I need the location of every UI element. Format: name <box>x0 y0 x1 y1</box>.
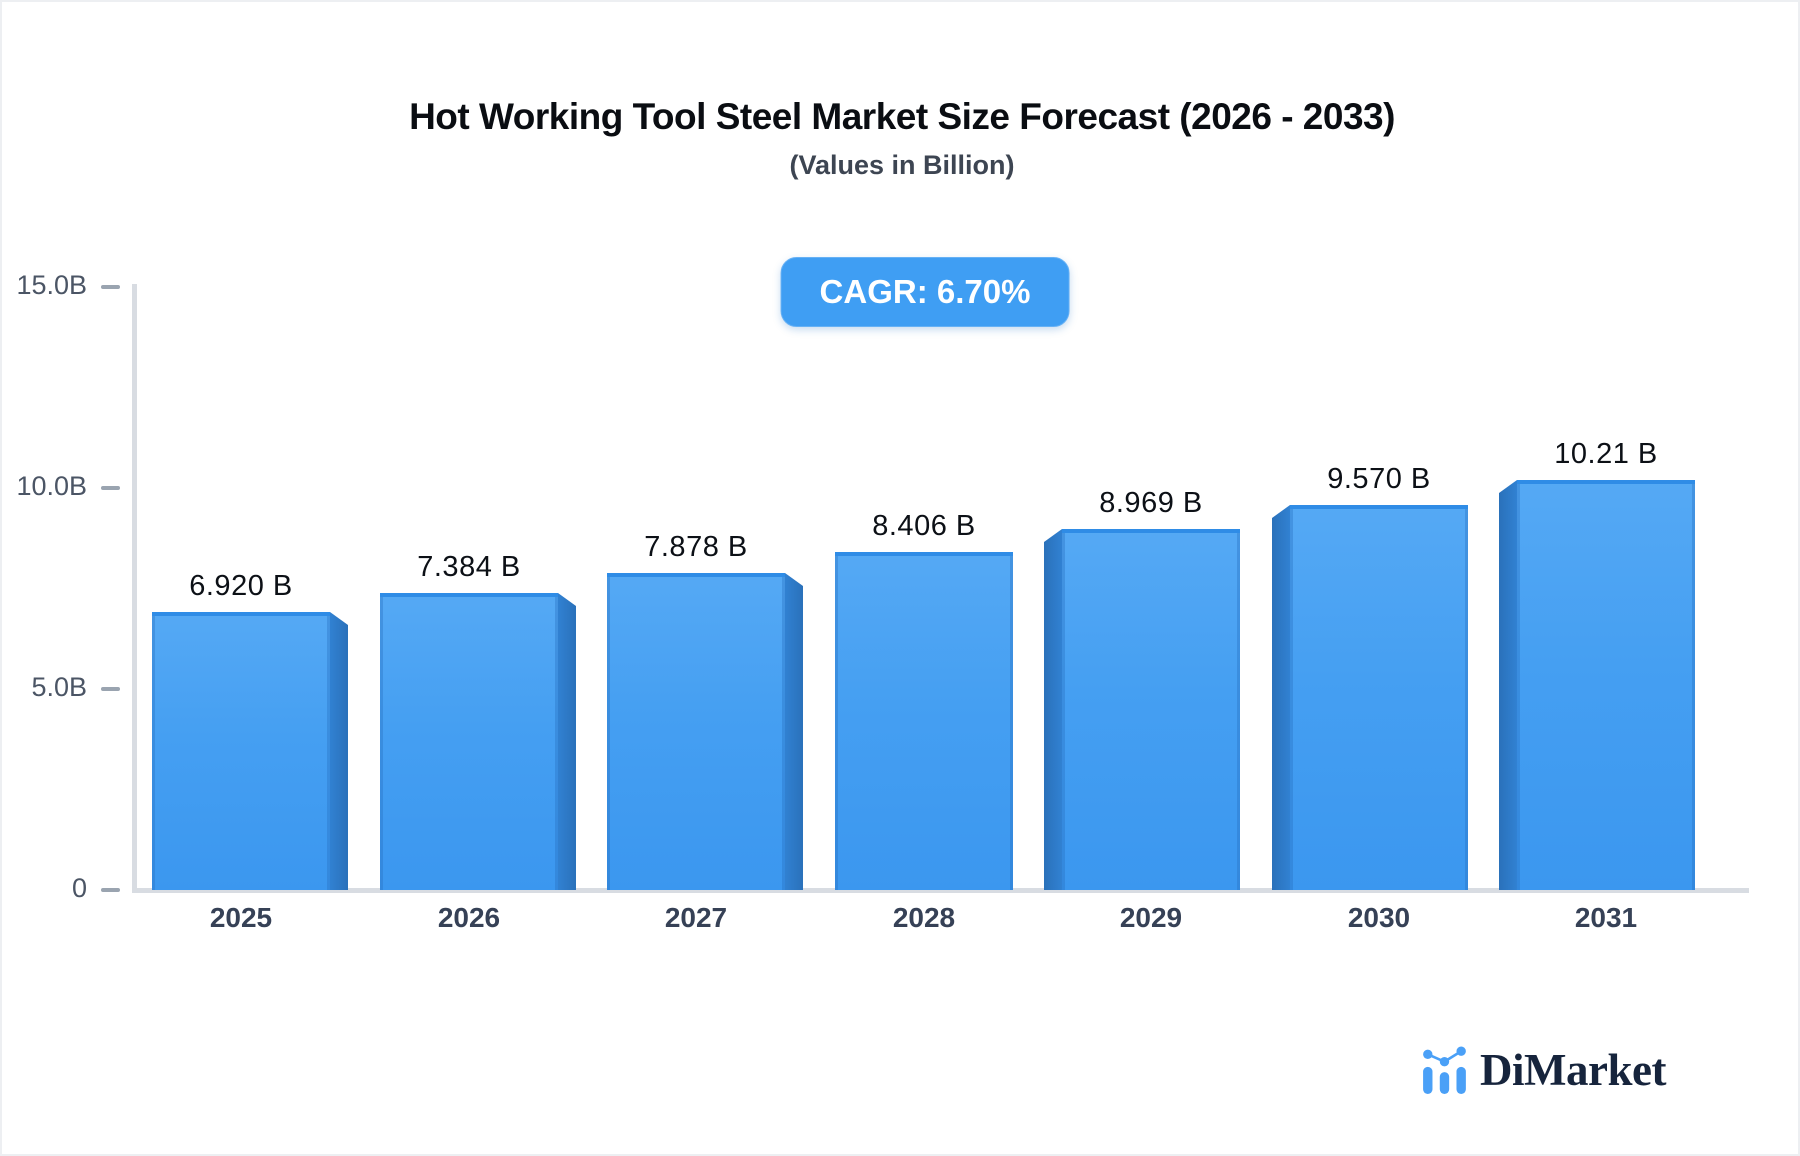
bar-3d-side <box>558 593 576 890</box>
bar <box>380 593 558 890</box>
bar-value-label: 6.920 B <box>189 570 293 602</box>
bar-value-label: 8.406 B <box>872 510 976 542</box>
bar-value-label: 7.384 B <box>417 551 521 583</box>
bar <box>1062 529 1240 890</box>
x-axis-category-label: 2027 <box>664 902 728 933</box>
y-axis-tick-label: 10.0B <box>16 471 87 501</box>
brand-wordmark: DiMarket <box>1480 1045 1666 1095</box>
cagr-badge: CAGR: 6.70% <box>780 257 1070 327</box>
x-axis-baseline <box>132 888 1749 893</box>
bar-value-label: 9.570 B <box>1327 463 1431 495</box>
bar-3d-side <box>1272 505 1290 890</box>
y-axis-tick-label: 5.0B <box>31 672 87 702</box>
x-axis-category-label: 2029 <box>1119 902 1183 933</box>
dimarket-bars-icon <box>1423 1046 1466 1094</box>
bar <box>1517 480 1695 890</box>
bar-value-label: 10.21 B <box>1554 438 1658 470</box>
x-axis-category-label: 2028 <box>892 902 956 933</box>
chart-title: Hot Working Tool Steel Market Size Forec… <box>409 96 1395 137</box>
bar-3d-side <box>1044 529 1062 890</box>
y-axis-tick-mark <box>101 687 120 691</box>
bar-value-label: 8.969 B <box>1099 487 1203 519</box>
bar-3d-side <box>1499 480 1517 890</box>
y-axis-tick-label: 15.0B <box>16 270 87 300</box>
bar-3d-side <box>785 573 803 890</box>
y-axis-tick-mark <box>101 486 120 490</box>
x-axis-category-label: 2031 <box>1574 902 1638 933</box>
bar-value-label: 7.878 B <box>644 531 748 563</box>
bar-3d-side <box>330 612 348 890</box>
x-axis-category-label: 2025 <box>209 902 273 933</box>
y-axis-line <box>132 284 137 890</box>
brand-logo: DiMarket <box>1422 1044 1666 1096</box>
bar <box>607 573 785 890</box>
bar <box>152 612 330 890</box>
x-axis-category-label: 2030 <box>1347 902 1411 933</box>
y-axis-tick-mark <box>101 285 120 289</box>
x-axis-category-label: 2026 <box>437 902 501 933</box>
bar <box>835 552 1013 890</box>
bar <box>1290 505 1468 890</box>
y-axis-tick-label: 0 <box>71 873 87 903</box>
chart-subtitle: (Values in Billion) <box>789 150 1015 180</box>
y-axis-tick-mark <box>101 888 120 892</box>
